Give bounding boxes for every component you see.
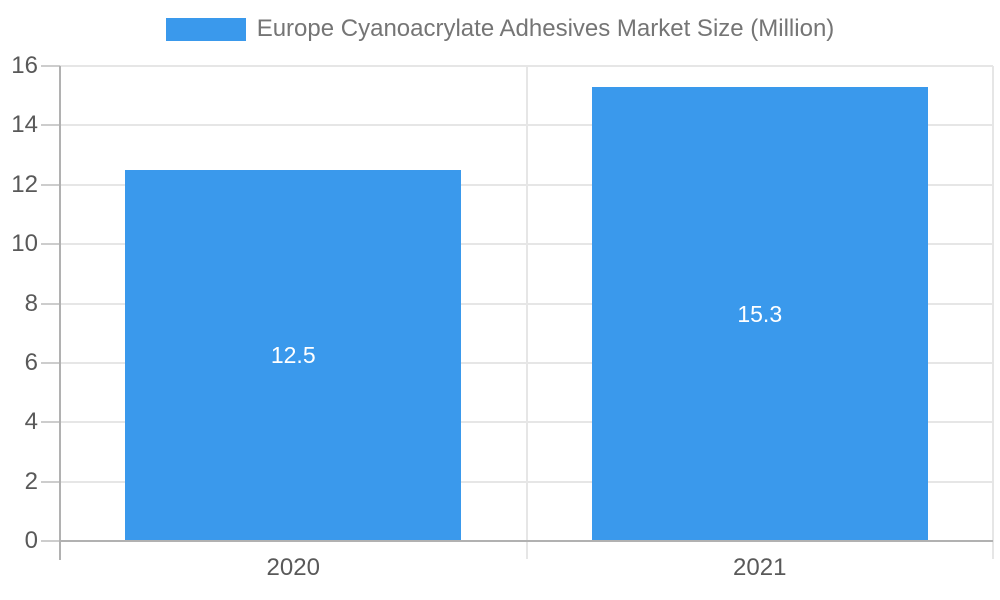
chart-legend: Europe Cyanoacrylate Adhesives Market Si… [0, 15, 1000, 42]
y-tick-mark [41, 243, 60, 246]
y-tick-mark [41, 421, 60, 424]
legend-swatch [165, 17, 246, 41]
category-divider-gridline [525, 66, 528, 559]
y-tick-label: 0 [24, 527, 38, 554]
y-tick-label: 4 [24, 408, 38, 436]
y-tick-mark [41, 65, 60, 67]
y-tick-label: 14 [11, 111, 38, 139]
y-tick-label: 10 [11, 230, 38, 258]
y-tick-label: 12 [11, 170, 38, 198]
y-tick-label: 16 [11, 52, 38, 79]
y-tick-label: 2 [24, 467, 38, 495]
plot-area: 12.5 15.3 [59, 65, 994, 560]
y-tick-label: 8 [24, 289, 38, 317]
plot-right-border [992, 66, 994, 559]
x-axis-label: 2020 [266, 554, 320, 581]
x-axis-baseline [60, 540, 993, 542]
y-tick-label: 6 [24, 348, 38, 376]
y-axis-line [59, 66, 61, 560]
bar [125, 169, 462, 541]
y-tick-mark [41, 124, 60, 127]
bar-value-label: 15.3 [737, 300, 783, 327]
y-tick-mark [41, 183, 60, 186]
y-tick-mark [41, 480, 60, 483]
y-tick-mark [41, 302, 60, 305]
y-tick-mark [41, 540, 60, 542]
bar-value-label: 12.5 [270, 342, 316, 369]
legend-title-label: Europe Cyanoacrylate Adhesives Market Si… [256, 15, 835, 42]
bar [591, 86, 928, 541]
y-tick-mark [41, 361, 60, 364]
x-axis-label: 2021 [733, 554, 787, 581]
